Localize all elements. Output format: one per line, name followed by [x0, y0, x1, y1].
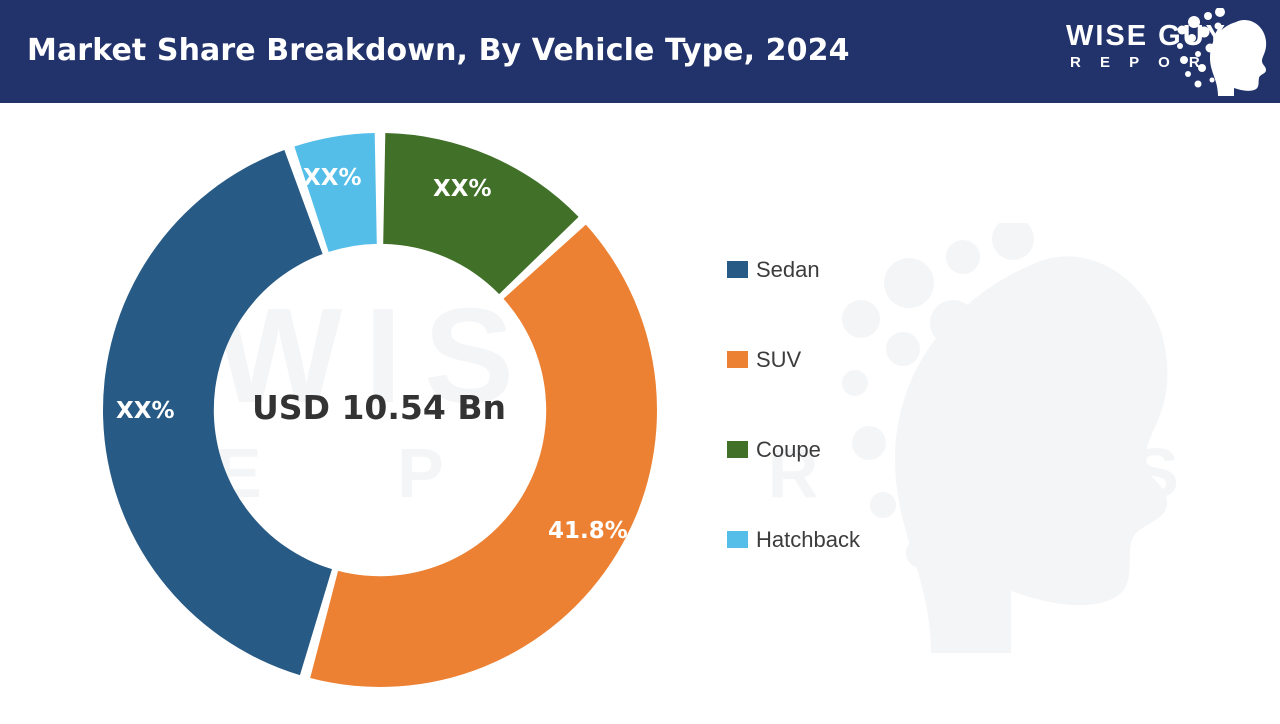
- legend-swatch-coupe: [727, 441, 748, 458]
- slice-label-sedan: XX%: [116, 398, 175, 424]
- donut-chart: XX% 41.8% XX% XX% USD 10.54 Bn: [103, 133, 657, 687]
- legend-label-coupe: Coupe: [756, 437, 821, 462]
- page-title: Market Share Breakdown, By Vehicle Type,…: [27, 33, 850, 68]
- donut-center-value: USD 10.54 Bn: [252, 388, 506, 427]
- legend-label-suv: SUV: [756, 347, 802, 372]
- legend-label-hatchback: Hatchback: [756, 527, 860, 552]
- legend-label-sedan: Sedan: [756, 257, 820, 282]
- donut-slice-group: [103, 133, 657, 687]
- donut-slice-hatchback[interactable]: [294, 133, 377, 252]
- legend-swatch-hatchback: [727, 531, 748, 548]
- legend-swatch-suv: [727, 351, 748, 368]
- chart-legend: Sedan SUV Coupe Hatchback: [727, 255, 987, 565]
- slice-label-suv: 41.8%: [548, 518, 628, 544]
- donut-slice-sedan[interactable]: [103, 150, 332, 676]
- slice-label-hatchback: XX%: [303, 165, 362, 191]
- head-profile-dots-icon: [1177, 8, 1267, 96]
- donut-chart-svg: [103, 133, 657, 687]
- page-header: Market Share Breakdown, By Vehicle Type,…: [0, 0, 1280, 103]
- brand-logo: WISE GUY R E P O R T S: [1056, 8, 1272, 96]
- donut-slice-coupe[interactable]: [383, 133, 579, 295]
- slice-label-coupe: XX%: [433, 176, 492, 202]
- donut-slice-suv[interactable]: [310, 224, 657, 687]
- legend-swatch-sedan: [727, 261, 748, 278]
